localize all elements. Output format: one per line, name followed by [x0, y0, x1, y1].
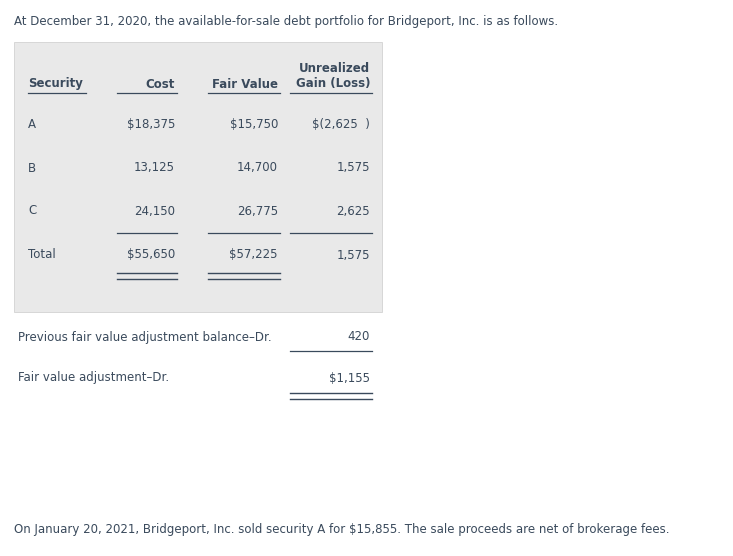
Text: 2,625: 2,625 [336, 205, 370, 217]
Text: $1,155: $1,155 [329, 371, 370, 385]
Text: Fair value adjustment–Dr.: Fair value adjustment–Dr. [18, 371, 169, 385]
Text: Cost: Cost [146, 77, 175, 91]
Text: 1,575: 1,575 [336, 249, 370, 261]
Text: 13,125: 13,125 [134, 161, 175, 175]
Text: Previous fair value adjustment balance–Dr.: Previous fair value adjustment balance–D… [18, 330, 272, 344]
FancyBboxPatch shape [14, 42, 382, 312]
Text: Gain (Loss): Gain (Loss) [295, 77, 370, 91]
Text: 420: 420 [347, 330, 370, 344]
Text: Security: Security [28, 77, 83, 91]
Text: A: A [28, 118, 36, 132]
Text: Total: Total [28, 249, 56, 261]
Text: 14,700: 14,700 [237, 161, 278, 175]
Text: 1,575: 1,575 [336, 161, 370, 175]
Text: $(2,625  ): $(2,625 ) [312, 118, 370, 132]
Text: $57,225: $57,225 [229, 249, 278, 261]
Text: $55,650: $55,650 [127, 249, 175, 261]
Text: On January 20, 2021, Bridgeport, Inc. sold security A for $15,855. The sale proc: On January 20, 2021, Bridgeport, Inc. so… [14, 524, 669, 537]
Text: 26,775: 26,775 [237, 205, 278, 217]
Text: $18,375: $18,375 [127, 118, 175, 132]
Text: $15,750: $15,750 [229, 118, 278, 132]
Text: C: C [28, 205, 36, 217]
Text: Unrealized: Unrealized [299, 62, 370, 75]
Text: B: B [28, 161, 36, 175]
Text: 24,150: 24,150 [134, 205, 175, 217]
Text: At December 31, 2020, the available-for-sale debt portfolio for Bridgeport, Inc.: At December 31, 2020, the available-for-… [14, 16, 558, 28]
Text: Fair Value: Fair Value [212, 77, 278, 91]
